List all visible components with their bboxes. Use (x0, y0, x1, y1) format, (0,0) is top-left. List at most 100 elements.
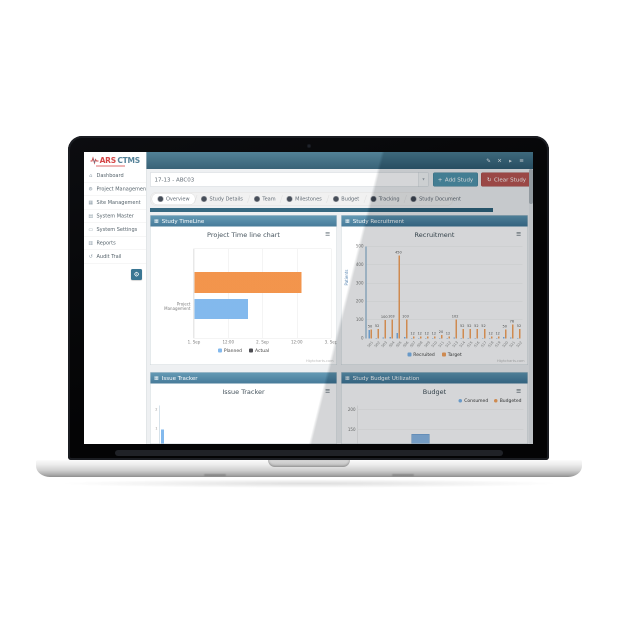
sidebar: ⌂ Dashboard ⚙ Project Management ▦ Site … (84, 169, 147, 444)
history-icon: ↺ (88, 253, 93, 260)
laptop-screen: ARS CTMS ✎ ✕ ▸ ≡ (68, 136, 549, 460)
study-select-value: 17-13 - ABC03 (154, 176, 195, 183)
tab-bullet-icon (370, 196, 377, 202)
gridline (357, 409, 524, 410)
data-label: 12 (424, 331, 429, 336)
tab-label: Milestones (295, 196, 322, 202)
list-icon: ▤ (88, 213, 94, 219)
legend-item[interactable]: Budgeted (494, 399, 522, 404)
chevron-down-icon[interactable]: ▾ (418, 172, 429, 187)
panel-header[interactable]: ▦ Study Budget Utilization (341, 372, 528, 384)
recruited-bar (467, 337, 470, 339)
add-study-button[interactable]: + Add Study (433, 172, 478, 187)
panel-title: Study Budget Utilization (352, 374, 420, 382)
building-icon: ▦ (88, 199, 94, 206)
recruitment-legend: Recruited Target (342, 352, 528, 358)
recruited-bar (510, 337, 512, 339)
panel-header[interactable]: ▦ Issue Tracker (150, 372, 337, 384)
budget-bar (411, 434, 430, 444)
chart-menu-icon[interactable]: ≡ (325, 230, 331, 239)
chart-icon: ▦ (154, 218, 159, 224)
sidebar-item-project-management[interactable]: ⚙ Project Management (84, 183, 147, 196)
sidebar-item-reports[interactable]: ▥ Reports (84, 237, 146, 250)
sidebar-item-system-master[interactable]: ▤ System Master (84, 210, 146, 223)
app-logo[interactable]: ARS CTMS (84, 152, 147, 169)
y-axis-label: Patients (344, 269, 350, 286)
legend-item[interactable]: Recruited (407, 352, 435, 358)
recruited-bar (396, 332, 399, 339)
tab-overview[interactable]: Overview (151, 193, 196, 205)
legend-item[interactable]: Actual (248, 348, 269, 354)
panel-body: Budget ≡ Consumed Budgeted 200 150 (341, 383, 528, 444)
y-axis-line (357, 405, 358, 444)
base-notch (268, 460, 350, 467)
tab-label: Overview (166, 196, 190, 202)
sidebar-item-label: System Settings (96, 226, 138, 233)
sidebar-item-system-settings[interactable]: ▭ System Settings (84, 223, 146, 237)
issue-bar (161, 429, 164, 444)
legend-item[interactable]: Consumed (458, 399, 488, 404)
heartbeat-logo-icon (90, 156, 99, 165)
target-bar (384, 320, 386, 339)
play-icon[interactable]: ▸ (509, 157, 512, 164)
add-study-label: Add Study (444, 176, 474, 183)
sidebar-item-label: Site Management (96, 199, 141, 206)
scrollbar-track[interactable] (529, 169, 533, 444)
chart-menu-icon[interactable]: ≡ (516, 387, 522, 396)
y-tick-label: 200 (347, 407, 356, 413)
settings-gear-button[interactable]: ⚙ (131, 269, 142, 280)
panel-header[interactable]: ▦ Study TimeLine (150, 215, 337, 227)
scrollbar-thumb[interactable] (529, 169, 533, 204)
data-label: 52 (467, 323, 472, 328)
legend-item[interactable]: Target (441, 352, 462, 358)
tab-milestones[interactable]: Milestones (281, 194, 327, 205)
header-icon-group: ✎ ✕ ▸ ≡ (485, 152, 525, 169)
gridline (366, 264, 523, 265)
target-bar (434, 336, 436, 339)
category-label: Project Management (164, 302, 191, 311)
tab-study-details[interactable]: Study Details (196, 194, 249, 205)
recruited-bar (439, 337, 441, 339)
chart-menu-icon[interactable]: ≡ (325, 387, 331, 396)
menu-icon[interactable]: ≡ (519, 157, 524, 164)
recruited-bar (481, 337, 484, 339)
recruited-bar (460, 337, 462, 339)
panel-header[interactable]: ▦ Study Recruitment (341, 215, 528, 227)
edit-icon[interactable]: ✎ (486, 157, 491, 164)
data-label: 50 (502, 324, 507, 329)
clear-study-button[interactable]: ↻ Clear Study (481, 172, 532, 187)
chart-title: Recruitment (414, 231, 455, 240)
sidebar-item-audit-trail[interactable]: ↺ Audit Trail (84, 250, 146, 264)
sidebar-item-dashboard[interactable]: ⌂ Dashboard (84, 169, 146, 183)
data-label: 12 (445, 331, 451, 336)
close-icon[interactable]: ✕ (497, 157, 502, 164)
chart-icon: ▦ (345, 218, 350, 224)
data-label: 450 (395, 250, 402, 255)
sidebar-item-label: Project Management (96, 186, 147, 192)
chart-attribution: Highcharts.com (496, 359, 525, 363)
tab-label: Tracking (378, 196, 400, 202)
recruited-bar (382, 337, 384, 339)
tab-budget[interactable]: Budget (327, 194, 364, 205)
tab-tracking[interactable]: Tracking (365, 194, 405, 205)
y-tick-label: 400 (355, 262, 364, 267)
recruitment-plot: 0 100 200 300 400 500 50 S01 52 S02 100 S03 103 S04 45… (356, 244, 523, 348)
legend-item[interactable]: Planned (217, 348, 242, 354)
logo-underline (96, 165, 125, 167)
laptop-shadow (58, 479, 560, 488)
tab-team[interactable]: Team (248, 194, 281, 205)
tab-study-document[interactable]: Study Document (405, 194, 466, 205)
study-select[interactable]: 17-13 - ABC03 ▾ (150, 172, 429, 187)
gridline (366, 282, 523, 284)
monitor-icon: ▭ (88, 226, 94, 233)
gridline (262, 249, 263, 338)
chart-menu-icon[interactable]: ≡ (516, 230, 522, 239)
y-tick-label: 200 (355, 299, 364, 304)
data-label: 100 (380, 315, 388, 320)
x-tick-label: 3. Sep (324, 340, 337, 345)
recruited-bar (474, 337, 477, 339)
sidebar-item-site-management[interactable]: ▦ Site Management (84, 196, 146, 210)
y-tick-label: 150 (347, 427, 356, 433)
data-label: 52 (516, 323, 522, 328)
chart-attribution: Highcharts.com (305, 359, 334, 363)
